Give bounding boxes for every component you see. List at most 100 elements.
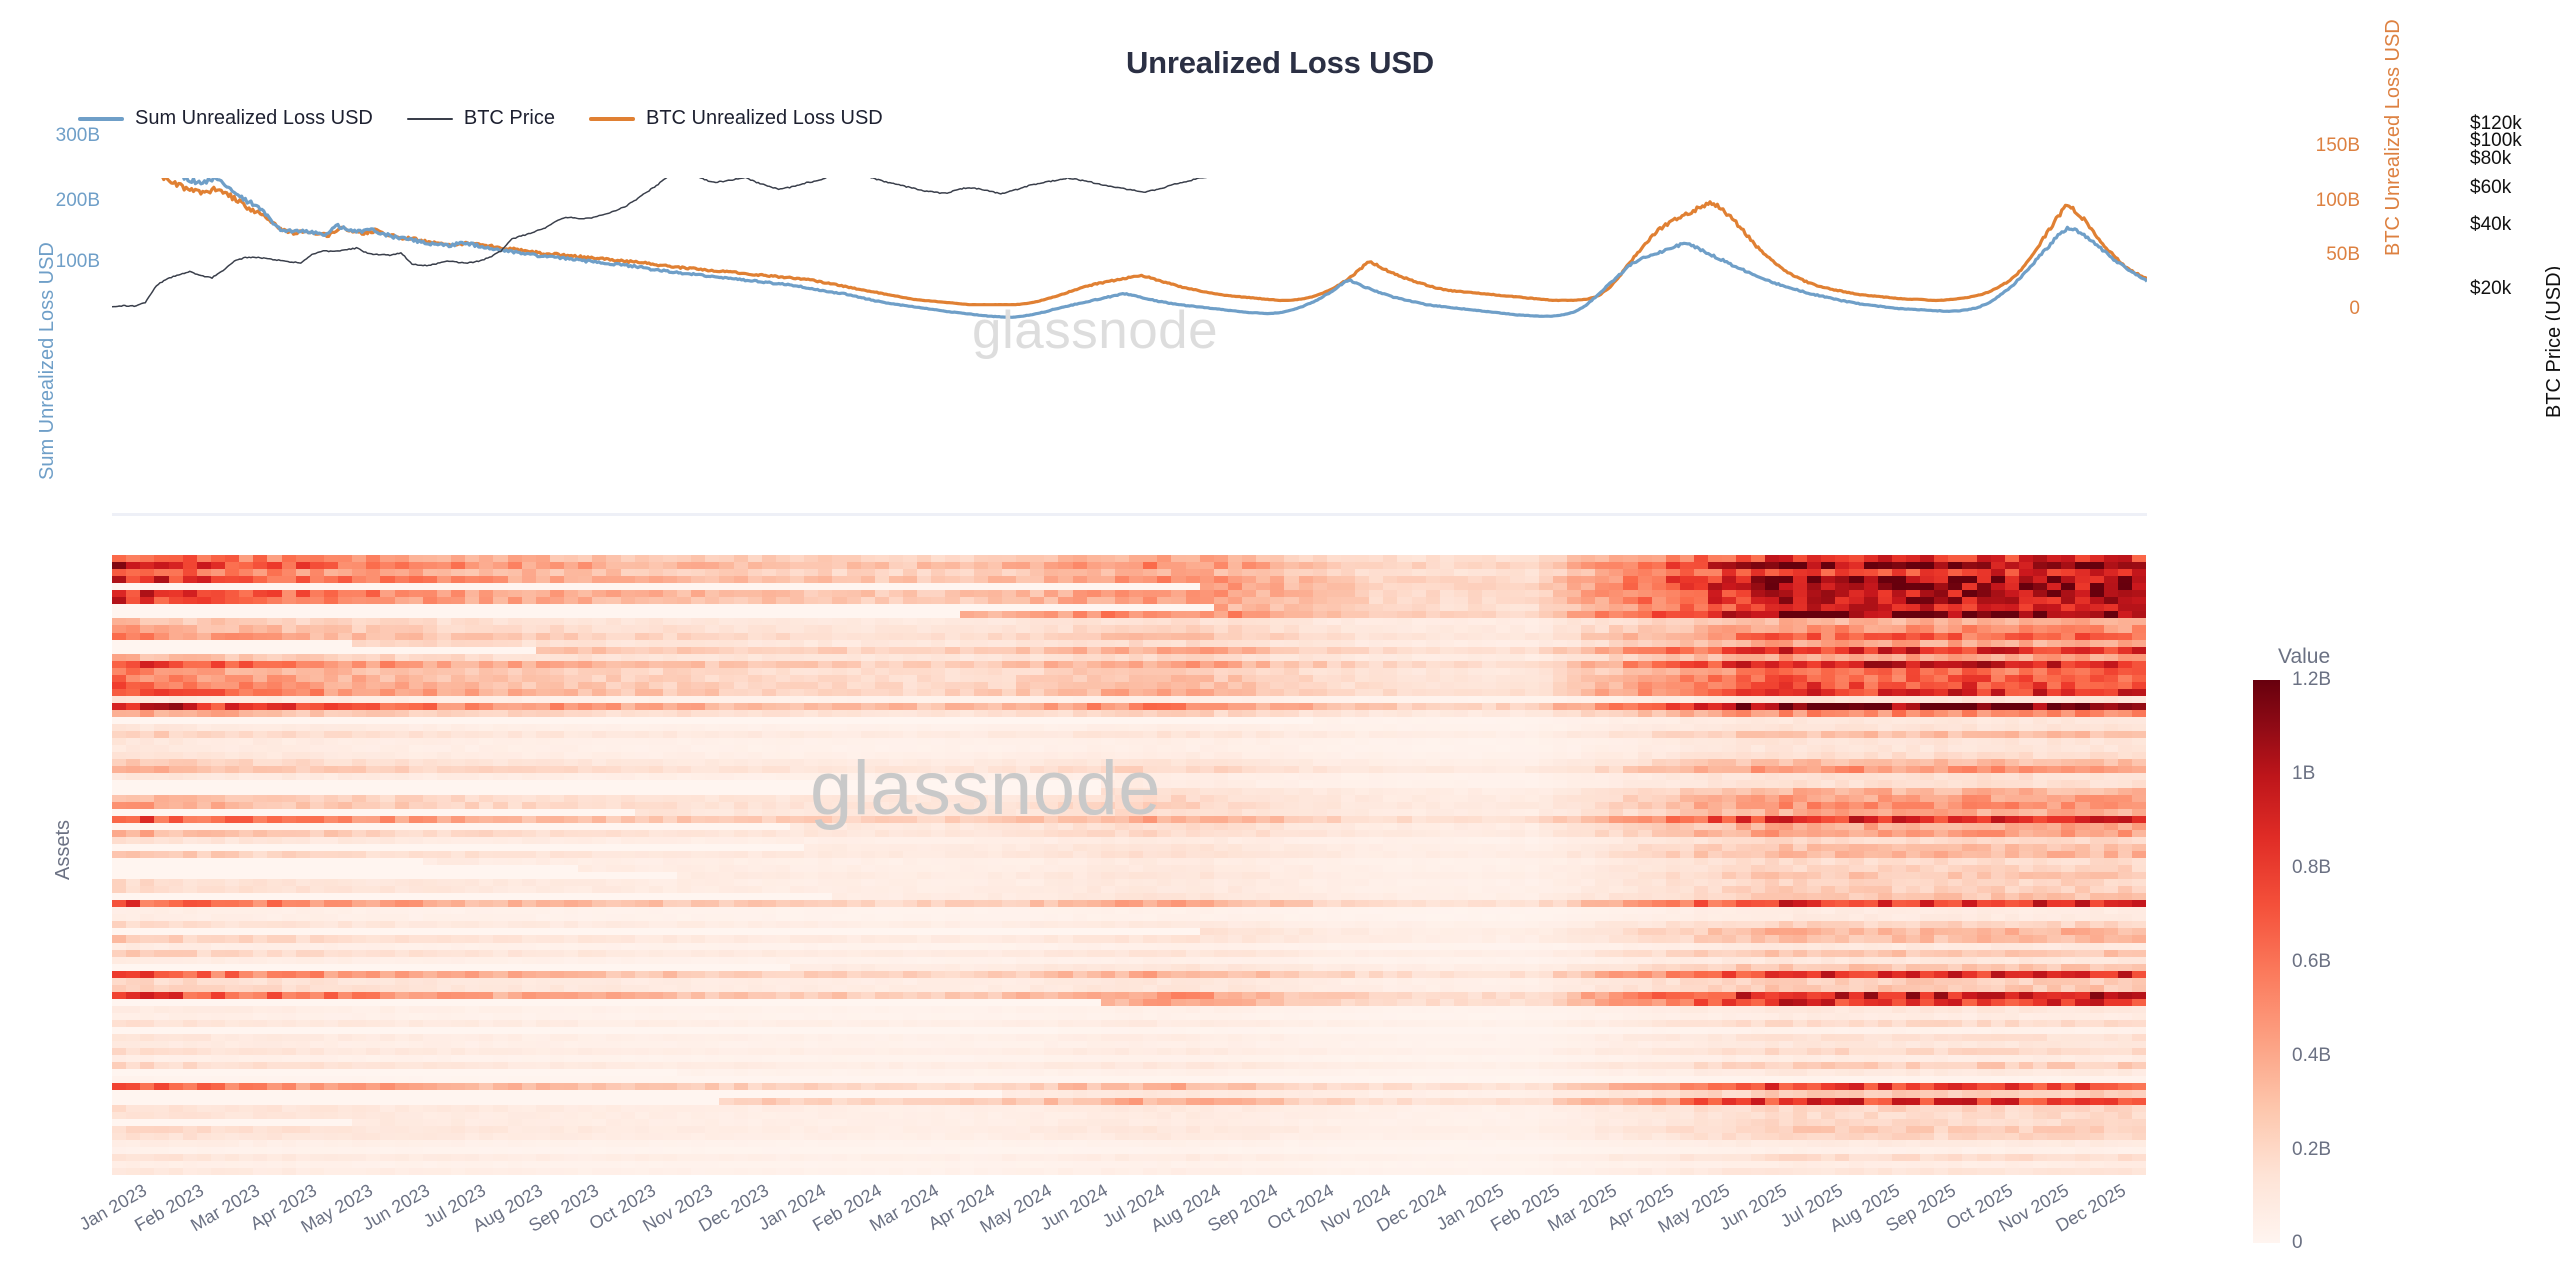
heatmap-cell — [931, 674, 946, 683]
heatmap-cell — [1934, 766, 1949, 774]
heatmap-cell — [422, 639, 437, 648]
heatmap-cell — [1934, 625, 1949, 634]
heatmap-cell — [818, 639, 833, 648]
heatmap-cell — [1256, 681, 1271, 690]
heatmap-cell — [790, 604, 805, 612]
heatmap-cell — [126, 787, 141, 796]
heatmap-cell — [1792, 710, 1807, 718]
heatmap-cell — [126, 674, 141, 683]
heatmap-cell — [1425, 653, 1440, 662]
heatmap-cell — [903, 576, 918, 584]
heatmap-cell — [465, 555, 480, 563]
heatmap-cell — [1962, 618, 1977, 627]
heatmap-cell — [1835, 569, 1850, 577]
heatmap-cell — [1129, 681, 1144, 690]
heatmap-cell — [1835, 639, 1850, 648]
heatmap-cell — [1086, 555, 1101, 563]
heatmap-cell — [1694, 667, 1709, 676]
heatmap-cell — [1001, 681, 1016, 690]
heatmap-cell — [323, 780, 338, 789]
heatmap-cell — [1538, 604, 1553, 612]
heatmap-cell — [1270, 625, 1285, 634]
heatmap-cell — [1496, 787, 1511, 796]
line-chart-plot-area[interactable] — [112, 178, 2147, 516]
heatmap-cell — [1355, 569, 1370, 577]
heatmap-cell — [1708, 702, 1723, 711]
heatmap-cell — [1524, 555, 1539, 563]
heatmap-cell — [1934, 688, 1949, 697]
heatmap-cell — [973, 555, 988, 563]
heatmap-cell — [1369, 738, 1384, 746]
legend-item-btc-unrealized-loss[interactable]: BTC Unrealized Loss USD — [589, 107, 883, 130]
heatmap-cell — [1001, 738, 1016, 746]
heatmap-cell — [451, 660, 466, 669]
heatmap-cell — [1708, 731, 1723, 739]
heatmap-cell — [1185, 681, 1200, 690]
heatmap-cell — [1623, 724, 1638, 732]
heatmap-cell — [2117, 731, 2132, 739]
heatmap-cell — [634, 681, 649, 690]
heatmap-cell — [1044, 639, 1059, 648]
heatmap-cell — [225, 604, 240, 612]
heatmap-cell — [1439, 745, 1454, 753]
heatmap-cell — [225, 646, 240, 655]
heatmap-cell — [1482, 674, 1497, 683]
heatmap-cell — [1397, 583, 1412, 591]
heatmap-cell — [1609, 702, 1624, 711]
heatmap-cell — [818, 555, 833, 563]
heatmap-cell — [1185, 738, 1200, 746]
y-axis-right1-title: BTC Unrealized Loss USD — [2382, 19, 2404, 256]
heatmap-cell — [1948, 759, 1963, 767]
heatmap-row — [112, 773, 2147, 782]
heatmap-cell — [1157, 597, 1172, 605]
heatmap-cell — [1651, 604, 1666, 612]
heatmap-cell — [1651, 576, 1666, 584]
heatmap-cell — [832, 653, 847, 662]
heatmap-cell — [168, 702, 183, 711]
heatmap-cell — [917, 780, 932, 789]
heatmap-cell — [1355, 787, 1370, 796]
heatmap-cell — [592, 724, 607, 732]
heatmap-cell — [1736, 555, 1751, 563]
heatmap-cell — [1326, 674, 1341, 683]
heatmap-cell — [1792, 611, 1807, 619]
heatmap-cell — [761, 674, 776, 683]
heatmap-cell — [1708, 653, 1723, 662]
heatmap-cell — [366, 738, 381, 746]
heatmap-cell — [2103, 773, 2118, 782]
heatmap-cell — [1171, 618, 1186, 627]
heatmap-cell — [578, 597, 593, 605]
heatmap-cell — [790, 660, 805, 669]
heatmap-cell — [1934, 759, 1949, 767]
heatmap-cell — [168, 604, 183, 612]
heatmap-cell — [761, 702, 776, 711]
legend-item-sum-unrealized-loss[interactable]: Sum Unrealized Loss USD — [78, 107, 373, 130]
heatmap-cell — [1750, 688, 1765, 697]
heatmap-cell — [846, 555, 861, 563]
heatmap-cell — [606, 660, 621, 669]
heatmap-cell — [112, 604, 127, 612]
heatmap-cell — [182, 731, 197, 739]
heatmap-cell — [1058, 752, 1073, 760]
heatmap-cell — [1920, 710, 1935, 718]
heatmap-cell — [1651, 569, 1666, 577]
heatmap-cell — [1100, 752, 1115, 760]
heatmap-cell — [1016, 759, 1031, 767]
heatmap-cell — [1171, 759, 1186, 767]
heatmap-cell — [422, 604, 437, 612]
legend-item-btc-price[interactable]: BTC Price — [406, 107, 555, 130]
heatmap-cell — [1242, 695, 1257, 704]
heatmap-cell — [846, 653, 861, 662]
heatmap-cell — [196, 674, 211, 683]
heatmap-cell — [1016, 752, 1031, 760]
heatmap-cell — [1284, 618, 1299, 627]
heatmap-cell — [422, 745, 437, 753]
heatmap-cell — [1284, 562, 1299, 570]
heatmap-cell — [662, 731, 677, 739]
heatmap-cell — [1566, 625, 1581, 634]
asset-heatmap-plot-area[interactable] — [112, 555, 2147, 1175]
heatmap-cell — [479, 625, 494, 634]
heatmap-cell — [2033, 660, 2048, 669]
heatmap-cell — [945, 618, 960, 627]
heatmap-cell — [394, 766, 409, 774]
